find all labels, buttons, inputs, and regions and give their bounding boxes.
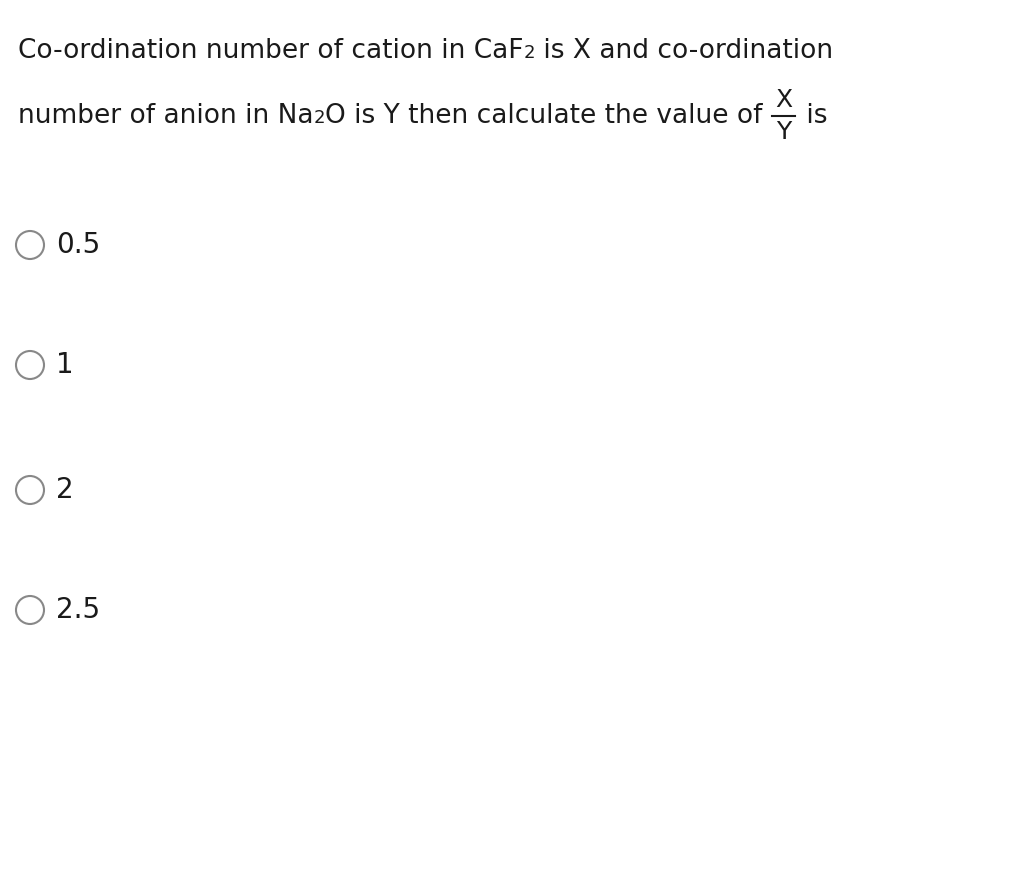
Text: X: X [775,88,792,112]
Text: 2: 2 [523,44,535,62]
Text: is: is [798,103,827,129]
Text: 2: 2 [313,109,325,127]
Text: 2: 2 [56,476,74,504]
Text: O is Y then calculate the value of: O is Y then calculate the value of [325,103,771,129]
Text: number of anion in Na: number of anion in Na [18,103,313,129]
Text: Co-ordination number of cation in CaF: Co-ordination number of cation in CaF [18,38,523,64]
Text: 1: 1 [56,351,74,379]
Text: 2.5: 2.5 [56,596,100,624]
Text: 0.5: 0.5 [56,231,100,259]
Text: Y: Y [776,120,792,144]
Text: is X and co-ordination: is X and co-ordination [535,38,834,64]
